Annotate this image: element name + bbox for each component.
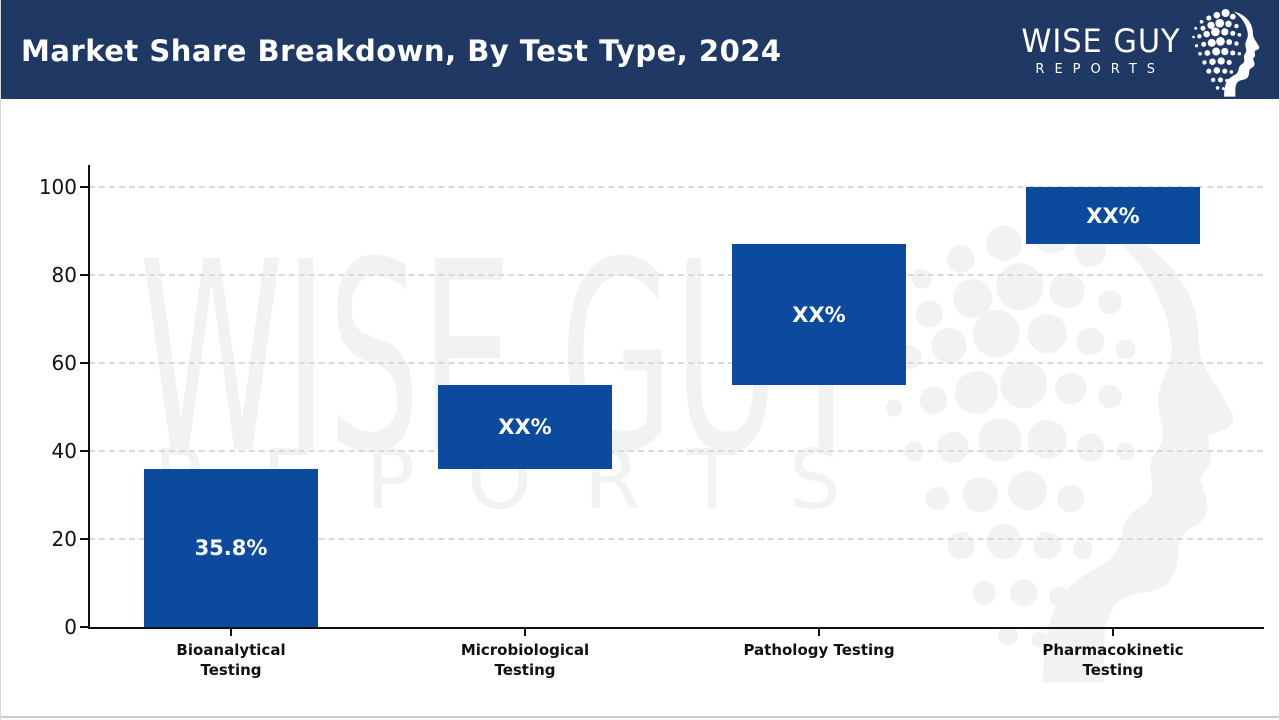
page-title: Market Share Breakdown, By Test Type, 20… xyxy=(21,34,782,68)
y-tick-mark xyxy=(80,362,89,364)
y-axis-line xyxy=(88,165,90,629)
y-tick-label: 40 xyxy=(51,439,77,463)
category-label-line: Microbiological xyxy=(460,641,590,659)
gridline-100 xyxy=(89,186,1263,188)
category-label: Bioanalytical Testing xyxy=(101,640,361,681)
category-label-line: Testing xyxy=(200,661,262,680)
bar-segment: 35.8% xyxy=(144,469,318,627)
bar-value-label: 35.8% xyxy=(194,536,268,561)
category-label-line: Testing xyxy=(494,661,556,680)
brand-subname: REPORTS xyxy=(1035,62,1166,77)
brand-name: WISE GUY xyxy=(1021,22,1181,60)
x-axis-line xyxy=(88,627,1264,629)
bar-value-label: XX% xyxy=(1086,203,1140,228)
header-banner: Market Share Breakdown, By Test Type, 20… xyxy=(1,0,1279,99)
bar-value-label: XX% xyxy=(792,302,846,327)
y-tick-mark xyxy=(80,538,89,540)
bar-value-label: XX% xyxy=(498,415,552,440)
bottom-border xyxy=(1,716,1279,718)
gridline-20 xyxy=(89,538,1263,540)
bar-segment: XX% xyxy=(1026,187,1200,245)
x-tick-mark xyxy=(230,628,232,636)
category-label-line: Pathology Testing xyxy=(743,641,895,659)
category-label-line: Pharmacokinetic xyxy=(1042,641,1184,659)
x-tick-mark xyxy=(818,628,820,636)
bar-segment: XX% xyxy=(732,244,906,385)
y-tick-mark xyxy=(80,274,89,276)
gridline-40 xyxy=(89,450,1263,452)
gridline-80 xyxy=(89,274,1263,276)
y-tick-label: 100 xyxy=(38,175,77,199)
category-label: Microbiological Testing xyxy=(395,640,655,681)
y-tick-label: 60 xyxy=(51,351,77,375)
y-tick-label: 20 xyxy=(51,527,77,551)
category-label: Pharmacokinetic Testing xyxy=(983,640,1243,681)
bar-segment: XX% xyxy=(438,385,612,470)
category-label-line: Bioanalytical xyxy=(176,641,286,659)
brand-logo: WISE GUY REPORTS xyxy=(1017,4,1267,97)
category-label: Pathology Testing xyxy=(689,640,949,660)
y-tick-label: 80 xyxy=(51,263,77,287)
x-tick-mark xyxy=(1112,628,1114,636)
y-tick-mark xyxy=(80,626,89,628)
category-label-line: Testing xyxy=(1082,661,1144,680)
y-tick-label: 0 xyxy=(64,615,77,639)
gridline-60 xyxy=(89,362,1263,364)
y-tick-mark xyxy=(80,450,89,452)
y-tick-mark xyxy=(80,186,89,188)
brand-face-icon xyxy=(1192,9,1260,97)
brand-logo-text: WISE GUY REPORTS xyxy=(1013,22,1181,77)
x-tick-mark xyxy=(524,628,526,636)
